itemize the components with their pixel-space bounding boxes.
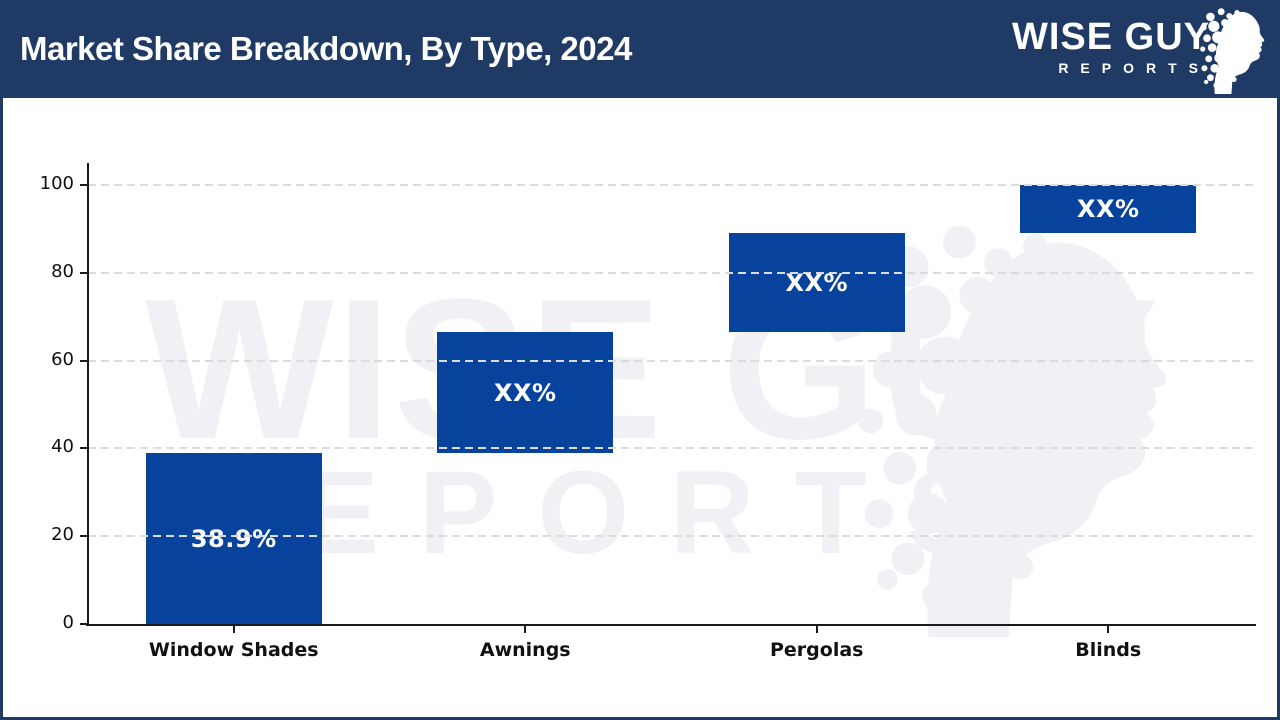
y-tick-mark [80,623,88,625]
waterfall-bar-segment: XX% [437,332,614,454]
dotted-head-icon [1200,8,1265,94]
y-tick-label: 20 [51,524,74,546]
wise-guy-reports-logo: WISE GUY REPORTS [1012,4,1274,94]
y-tick-label: 40 [51,436,74,458]
y-gridline [88,535,1254,538]
bar-value-label: XX% [1076,195,1140,224]
page-border-bottom [0,717,1280,720]
x-tick-label: Window Shades [148,639,319,661]
chart-title: Market Share Breakdown, By Type, 2024 [20,30,632,67]
x-tick-label: Pergolas [770,639,864,661]
y-gridline [88,359,1254,362]
page-border-right [1277,0,1280,720]
y-tick-mark [80,359,88,362]
y-axis-spine [87,163,89,626]
y-gridline [88,447,1254,450]
logo-subtitle: REPORTS [1058,60,1210,76]
y-gridline [88,271,1254,274]
x-tick-mark [232,626,235,633]
x-tick-mark [524,626,527,633]
y-tick-mark [80,447,88,450]
waterfall-bar-segment: 38.9% [145,453,322,624]
logo-wordmark: WISE GUY [1011,16,1210,58]
bar-value-label: XX% [493,378,557,407]
x-axis-spine [86,624,1256,626]
waterfall-bar-segment: XX% [1020,184,1197,234]
x-tick-mark [1107,626,1110,633]
y-tick-label: 0 [62,612,74,633]
watermark-dotted-head-icon [858,225,1167,637]
y-tick-label: 100 [39,172,74,194]
page-border-left [0,0,3,720]
x-tick-label: Blinds [1075,639,1142,661]
header-band: Market Share Breakdown, By Type, 2024 WI… [0,0,1280,98]
y-tick-mark [80,535,88,538]
waterfall-bar-segment: XX% [728,233,905,333]
x-tick-label: Awnings [479,639,571,661]
logo-text: WISE GUY REPORTS [1012,18,1210,76]
y-tick-mark [80,271,88,274]
x-tick-mark [815,626,818,633]
y-gridline [88,183,1254,186]
bar-value-label: 38.9% [190,524,277,553]
y-tick-label: 60 [51,348,74,370]
y-tick-label: 80 [51,260,74,282]
y-tick-mark [80,183,88,186]
